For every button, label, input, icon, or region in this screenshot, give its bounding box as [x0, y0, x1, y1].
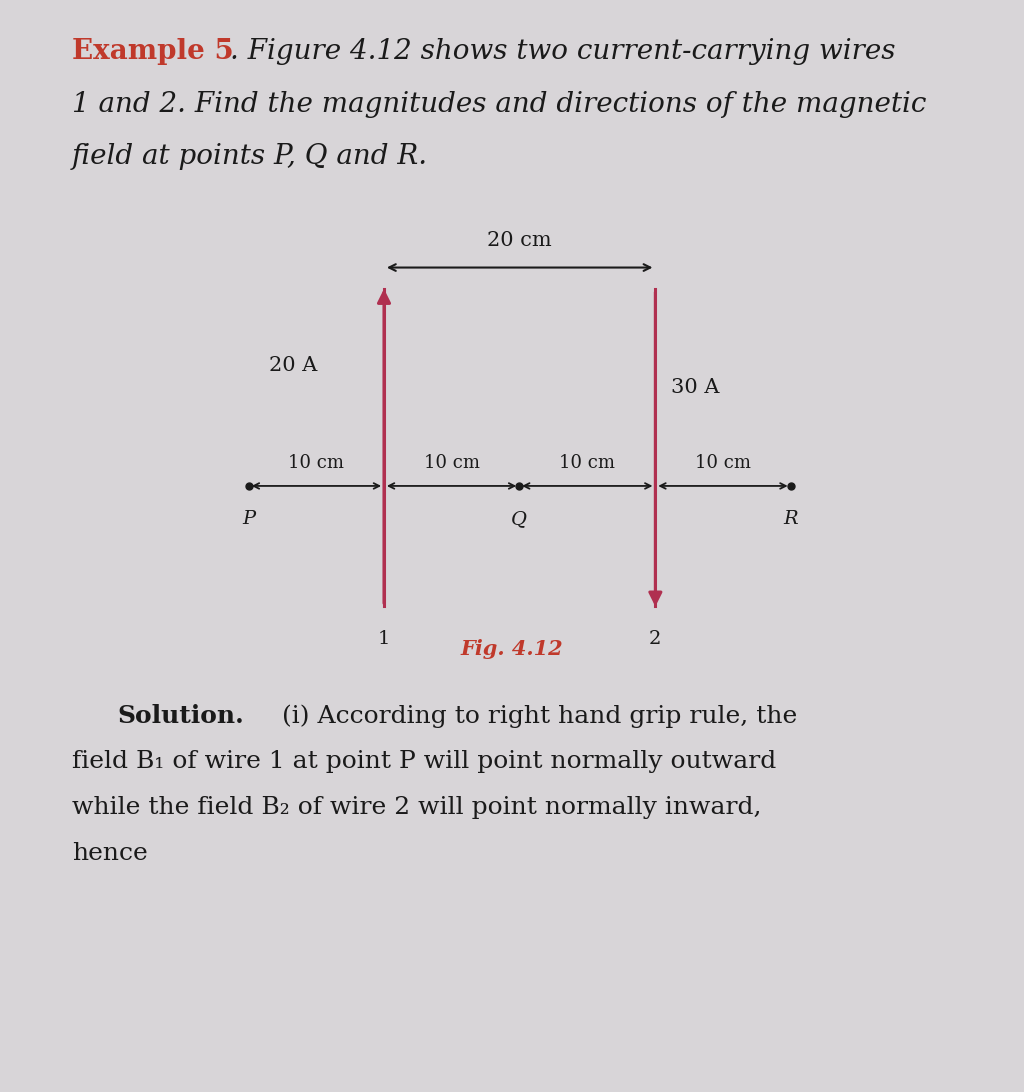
Text: Solution.: Solution.	[118, 704, 245, 728]
Text: P: P	[243, 510, 255, 527]
Text: 2: 2	[649, 630, 662, 648]
Text: Q: Q	[511, 510, 527, 527]
Text: while the field B₂ of wire 2 will point normally inward,: while the field B₂ of wire 2 will point …	[72, 796, 761, 819]
Text: 10 cm: 10 cm	[695, 454, 751, 472]
Text: 1: 1	[378, 630, 390, 648]
Text: (i) According to right hand grip rule, the: (i) According to right hand grip rule, t…	[282, 704, 797, 728]
Text: hence: hence	[72, 842, 147, 865]
Text: 30 A: 30 A	[671, 378, 719, 397]
Text: Fig. 4.12: Fig. 4.12	[461, 639, 563, 658]
Text: . Figure 4.12 shows two current-carrying wires: . Figure 4.12 shows two current-carrying…	[230, 38, 896, 66]
Text: R: R	[783, 510, 798, 527]
Text: 20 A: 20 A	[269, 356, 317, 376]
Text: Example 5: Example 5	[72, 38, 233, 66]
Text: 1 and 2. Find the magnitudes and directions of the magnetic: 1 and 2. Find the magnitudes and directi…	[72, 91, 926, 118]
Text: 10 cm: 10 cm	[289, 454, 344, 472]
Text: 10 cm: 10 cm	[559, 454, 615, 472]
Text: field B₁ of wire 1 at point P will point normally outward: field B₁ of wire 1 at point P will point…	[72, 750, 776, 773]
Text: 10 cm: 10 cm	[424, 454, 479, 472]
Text: 20 cm: 20 cm	[487, 232, 552, 250]
Text: field at points P, Q and R.: field at points P, Q and R.	[72, 143, 428, 170]
